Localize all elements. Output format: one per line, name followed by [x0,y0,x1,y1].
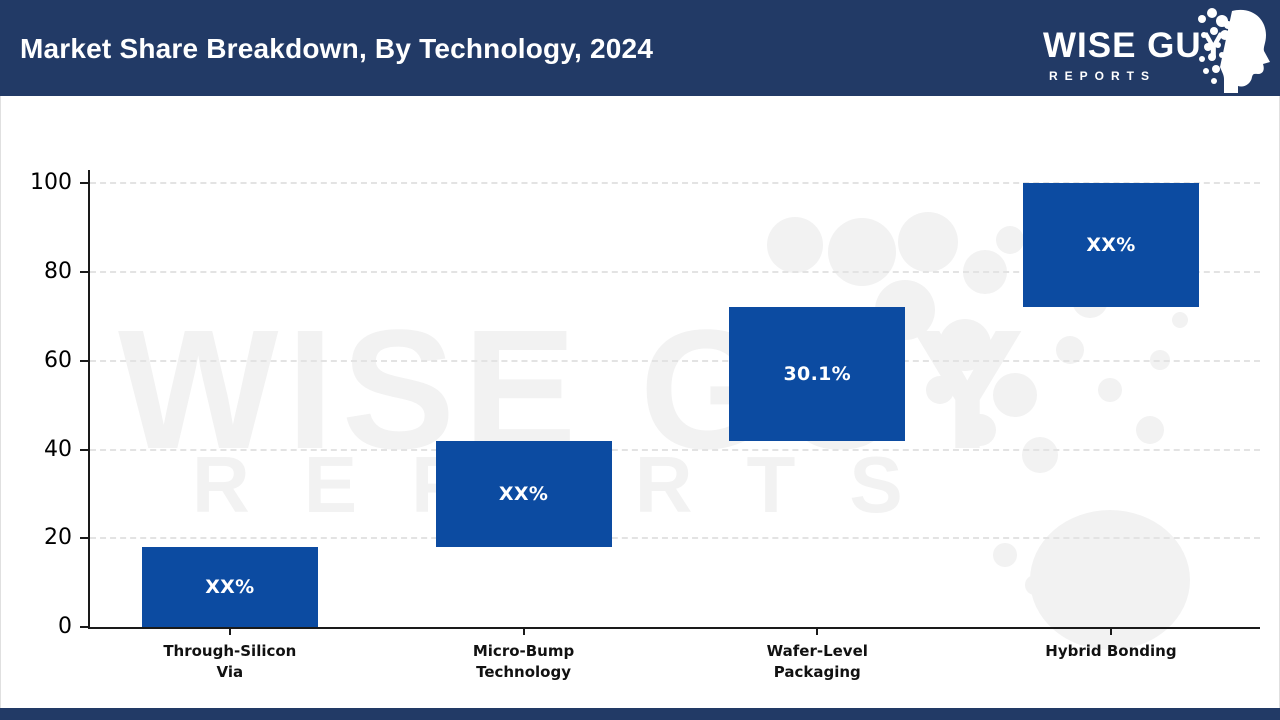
wise-guy-head-icon [1198,8,1270,93]
gridline [90,271,1260,274]
wise-guy-logo-text: WISE GUY [1043,26,1227,65]
bar-value-label: XX% [498,482,549,505]
x-axis-line [88,627,1260,629]
x-tick [816,629,819,635]
y-tick [80,359,88,362]
x-axis-label-line: Through-Silicon [163,642,297,660]
header-bar [0,0,1280,96]
x-tick [522,629,525,635]
bar-through-silicon-via: XX% [141,547,318,627]
y-tick-label: 0 [58,614,72,639]
x-axis-label-line: Hybrid Bonding [1045,642,1177,660]
y-tick [80,271,88,274]
gridline [90,537,1260,540]
x-axis-label: Wafer-Level Packaging [687,641,947,683]
y-tick-label: 100 [30,170,72,196]
y-tick [80,448,88,451]
y-tick [80,537,88,540]
x-tick [228,629,231,635]
x-axis-label: Micro-Bump Technology [394,641,654,683]
x-axis-label-line: Packaging [773,663,861,681]
page-title: Market Share Breakdown, By Technology, 2… [20,33,654,64]
y-tick [80,182,88,185]
gridline [90,448,1260,451]
bar-micro-bump-technology: XX% [435,440,612,548]
bar-value-label: XX% [1086,234,1136,257]
bar-hybrid-bonding: XX% [1022,183,1199,308]
y-tick-label: 20 [44,525,72,551]
footer-bar [0,708,1280,720]
y-tick-label: 60 [44,347,72,373]
left-border [0,96,1,708]
y-tick-label: 40 [44,436,72,462]
x-axis-label-line: Technology [476,663,572,681]
x-axis-label-line: Via [216,663,244,681]
gridline [90,359,1260,362]
y-tick-label: 80 [44,259,72,285]
x-tick [1109,629,1112,635]
x-axis-label-line: Wafer-Level [766,642,868,660]
y-axis-line [88,170,90,629]
bar-value-label: 30.1% [783,362,851,385]
x-axis-label-line: Micro-Bump [472,642,575,660]
y-tick [80,626,88,628]
bar-wafer-level-packaging: 30.1% [729,307,906,441]
gridline [90,182,1260,185]
x-axis-label: Hybrid Bonding [981,641,1241,662]
bar-value-label: XX% [205,576,255,599]
chart-plot-area: 0 20 40 60 80 100 XX% Through-Silicon Via XX% Micr… [0,96,1280,708]
x-axis-label: Through-Silicon Via [100,641,360,683]
wise-guy-logo-tagline: REPORTS [1049,69,1157,83]
